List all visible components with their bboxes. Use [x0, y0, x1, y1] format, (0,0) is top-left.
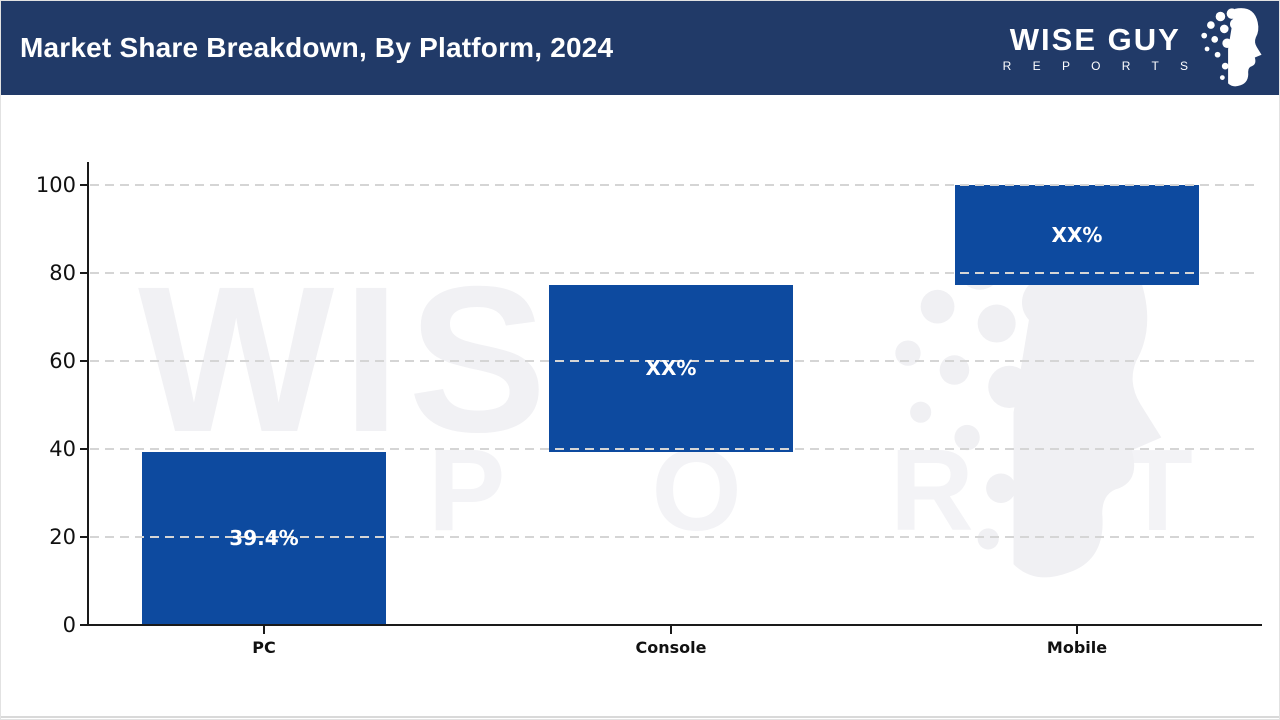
- wiseguy-logo: WISE GUY R E P O R T S: [1003, 0, 1266, 95]
- bar-value-label: XX%: [1051, 223, 1103, 248]
- y-tick-mark: [80, 272, 88, 274]
- y-tick-label: 20: [49, 525, 76, 549]
- wiseguy-logo-text: WISE GUY R E P O R T S: [1003, 24, 1188, 72]
- y-tick-mark: [80, 624, 88, 626]
- x-category-label: PC: [252, 638, 276, 657]
- x-category-label: Mobile: [1046, 638, 1108, 657]
- gridline-y40: [90, 448, 1258, 450]
- y-tick-label: 60: [49, 349, 76, 373]
- y-tick-mark: [80, 184, 88, 186]
- gridline-y20: [90, 536, 1258, 538]
- gridline-y80: [90, 272, 1258, 274]
- chart-title: Market Share Breakdown, By Platform, 202…: [20, 31, 614, 63]
- bar-console: [549, 285, 793, 452]
- bar-pc: [142, 451, 386, 625]
- y-tick-mark: [80, 360, 88, 362]
- y-tick-label: 0: [62, 613, 76, 637]
- wiseguy-head-icon: [1201, 7, 1262, 86]
- x-axis-spine: [87, 624, 1262, 626]
- x-tick-mark: [263, 626, 265, 634]
- logo-wordmark: WISE GUY: [1009, 21, 1181, 57]
- x-tick-mark: [670, 626, 672, 634]
- bottom-border-rule: [0, 716, 1280, 718]
- bar-value-label: XX%: [645, 356, 697, 381]
- y-tick-mark: [80, 448, 88, 450]
- y-tick-label: 80: [49, 261, 76, 285]
- y-axis-spine: [87, 162, 89, 626]
- y-tick-label: 40: [49, 437, 76, 461]
- logo-subtext: R E P O R T S: [1002, 58, 1197, 73]
- x-category-label: Console: [635, 638, 707, 657]
- y-tick-label: 100: [35, 173, 76, 197]
- gridline-y100: [90, 184, 1258, 186]
- x-tick-mark: [1076, 626, 1078, 634]
- y-tick-mark: [80, 536, 88, 538]
- bar-value-label: 39.4%: [229, 526, 299, 551]
- header-band: Market Share Breakdown, By Platform, 202…: [0, 0, 1280, 95]
- gridline-y60: [90, 360, 1258, 362]
